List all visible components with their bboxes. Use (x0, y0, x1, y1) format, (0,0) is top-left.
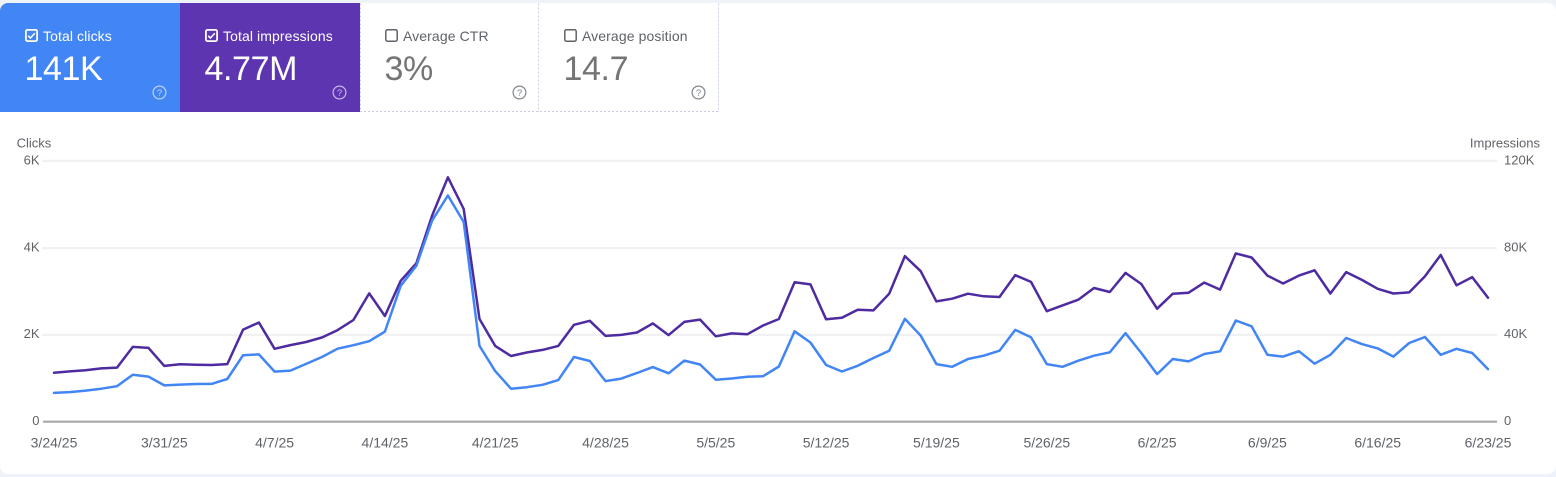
svg-text:4/7/25: 4/7/25 (255, 435, 294, 451)
svg-text:Clicks: Clicks (17, 135, 52, 150)
svg-text:2K: 2K (24, 326, 40, 341)
svg-text:4/28/25: 4/28/25 (582, 435, 629, 451)
svg-text:80K: 80K (1504, 239, 1527, 254)
svg-text:Impressions: Impressions (1470, 135, 1541, 150)
svg-text:6/2/25: 6/2/25 (1138, 435, 1177, 451)
svg-text:5/5/25: 5/5/25 (696, 435, 735, 451)
svg-text:40K: 40K (1504, 326, 1527, 341)
svg-text:?: ? (336, 87, 341, 98)
svg-text:4/21/25: 4/21/25 (472, 435, 519, 451)
svg-text:4K: 4K (24, 239, 40, 254)
svg-text:?: ? (695, 87, 700, 98)
svg-text:?: ? (516, 87, 521, 98)
svg-text:5/19/25: 5/19/25 (913, 435, 960, 451)
svg-text:6/23/25: 6/23/25 (1465, 435, 1512, 451)
svg-text:5/26/25: 5/26/25 (1023, 435, 1070, 451)
svg-text:6/16/25: 6/16/25 (1354, 435, 1401, 451)
svg-text:0: 0 (32, 413, 39, 428)
svg-text:3/24/25: 3/24/25 (31, 435, 78, 451)
svg-text:?: ? (156, 87, 161, 98)
svg-text:3/31/25: 3/31/25 (141, 435, 188, 451)
svg-text:5/12/25: 5/12/25 (803, 435, 850, 451)
svg-text:6K: 6K (24, 153, 40, 168)
svg-text:0: 0 (1504, 413, 1511, 428)
svg-text:4/14/25: 4/14/25 (362, 435, 409, 451)
svg-text:120K: 120K (1504, 153, 1535, 168)
svg-text:6/9/25: 6/9/25 (1248, 435, 1287, 451)
